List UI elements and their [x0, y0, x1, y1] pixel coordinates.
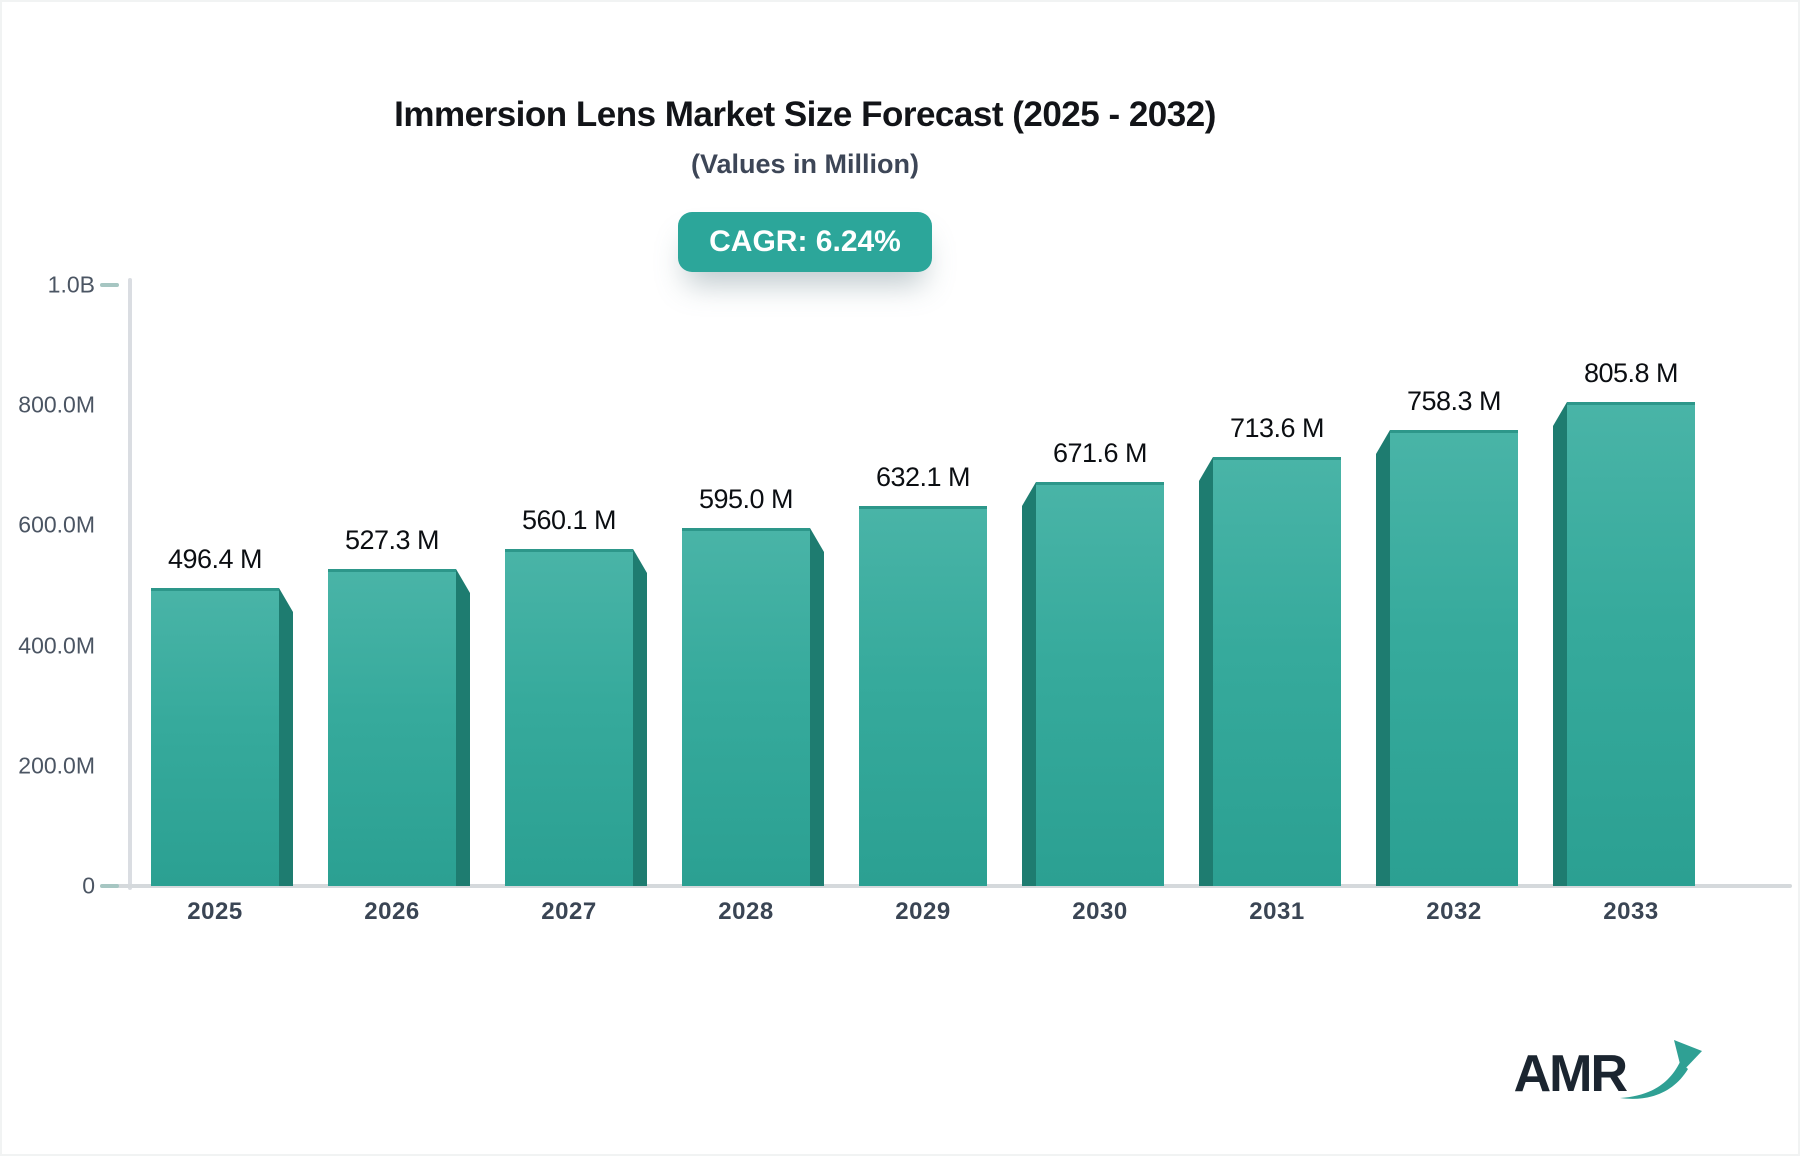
y-axis-line — [128, 278, 132, 890]
y-tick-label: 0 — [82, 872, 95, 899]
bar-2033 — [1553, 402, 1695, 886]
bar-side-3d — [1022, 482, 1036, 886]
bar-side-3d — [810, 528, 824, 886]
y-tick-label: 200.0M — [18, 752, 95, 779]
growth-arrow-icon — [1620, 1040, 1702, 1099]
bar-face — [505, 549, 633, 886]
bar-face — [328, 569, 456, 886]
x-axis-label: 2026 — [364, 898, 420, 925]
bar-2026 — [328, 569, 470, 886]
bar-face — [1036, 482, 1164, 886]
bar-2032 — [1376, 430, 1518, 886]
chart-subtitle: (Values in Million) — [690, 149, 920, 179]
bar-value-label: 595.0 M — [698, 484, 794, 514]
y-tick-label: 400.0M — [18, 632, 95, 659]
amr-logo: AMR — [1513, 1040, 1702, 1104]
cagr-badge: CAGR: 6.24% — [678, 212, 932, 272]
y-tick-mark — [100, 283, 119, 287]
bar-value-label: 671.6 M — [1052, 438, 1148, 468]
x-axis-baseline — [112, 884, 1792, 888]
y-tick-label: 800.0M — [18, 391, 95, 418]
amr-logo-text: AMR — [1513, 1045, 1628, 1103]
bar-side-3d — [1376, 430, 1390, 886]
bar-2031 — [1199, 457, 1341, 886]
x-axis-label: 2030 — [1072, 898, 1128, 925]
bar-side-3d — [633, 549, 647, 886]
bar-value-label: 632.1 M — [875, 462, 971, 492]
bar-value-label: 496.4 M — [167, 544, 263, 574]
x-axis-label: 2033 — [1603, 898, 1659, 925]
bar-2028 — [682, 528, 824, 886]
bar-face — [1567, 402, 1695, 886]
bar-face — [859, 506, 987, 886]
bar-face — [1390, 430, 1518, 886]
x-axis-label: 2029 — [895, 898, 951, 925]
x-axis-label: 2025 — [187, 898, 243, 925]
bar-2029 — [859, 506, 987, 886]
bar-value-label: 527.3 M — [344, 525, 440, 555]
bar-value-label: 805.8 M — [1583, 358, 1679, 388]
chart-header: Immersion Lens Market Size Forecast (202… — [0, 0, 1610, 272]
y-tick-label: 600.0M — [18, 511, 95, 538]
x-axis-label: 2028 — [718, 898, 774, 925]
bar-face — [682, 528, 810, 886]
bar-value-label: 758.3 M — [1406, 386, 1502, 416]
bar-side-3d — [456, 569, 470, 886]
bar-value-label: 713.6 M — [1229, 413, 1325, 443]
chart-title: Immersion Lens Market Size Forecast (202… — [394, 95, 1216, 134]
bar-2030 — [1022, 482, 1164, 886]
x-axis-label: 2027 — [541, 898, 597, 925]
bar-value-label: 560.1 M — [521, 505, 617, 535]
bar-face — [151, 588, 279, 886]
bar-face — [1213, 457, 1341, 886]
bar-side-3d — [1553, 402, 1567, 886]
bar-side-3d — [279, 588, 293, 886]
bar-2025 — [151, 588, 293, 886]
x-axis-label: 2032 — [1426, 898, 1482, 925]
bar-2027 — [505, 549, 647, 886]
y-tick-mark — [100, 884, 119, 888]
y-tick-label: 1.0B — [47, 271, 95, 298]
bar-side-3d — [1199, 457, 1213, 886]
x-axis-label: 2031 — [1249, 898, 1305, 925]
